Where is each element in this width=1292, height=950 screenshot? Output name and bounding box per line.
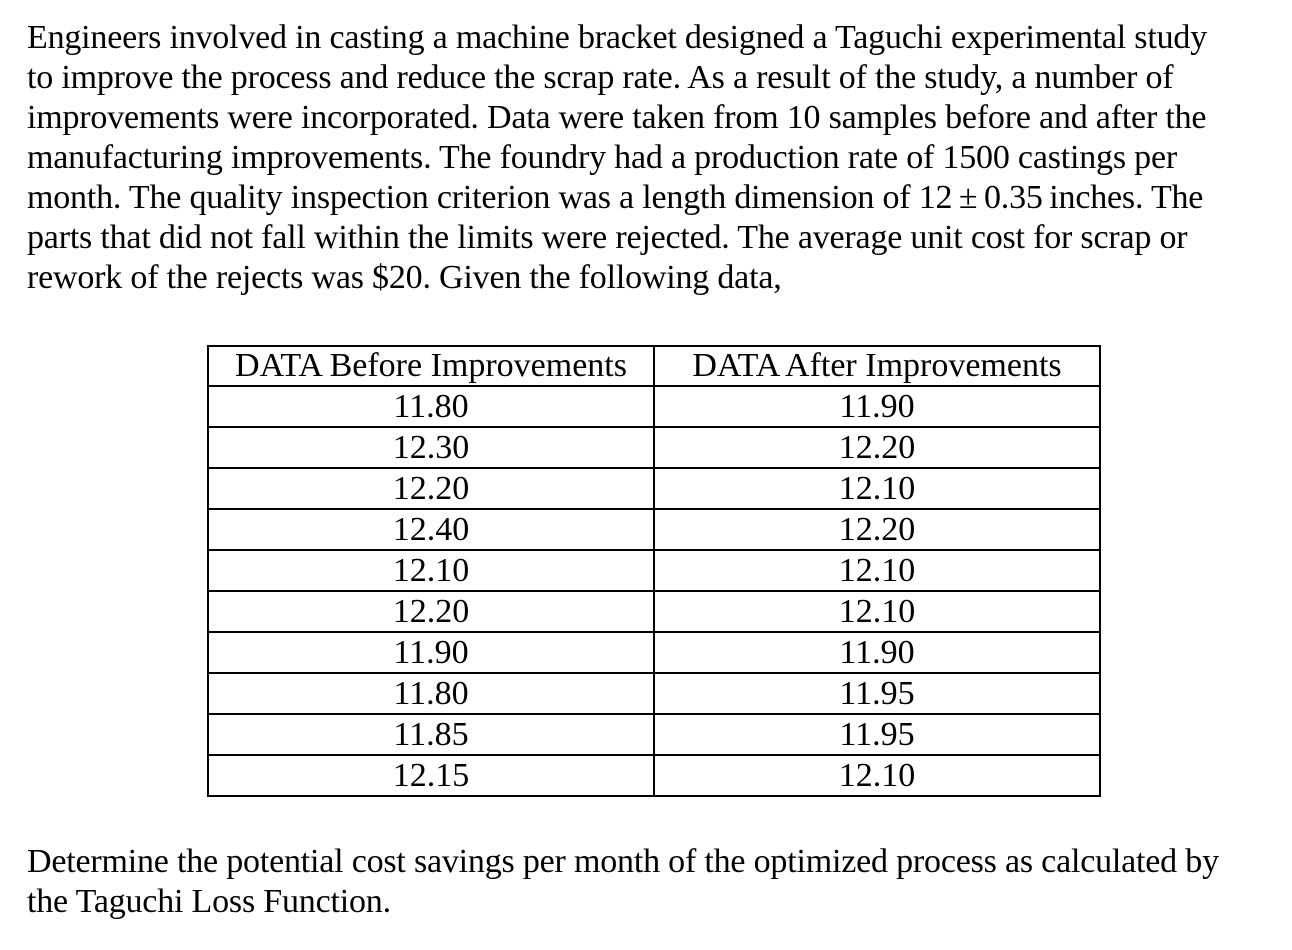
table-cell-after: 11.95 bbox=[653, 713, 1101, 756]
data-table: DATA Before Improvements DATA After Impr… bbox=[207, 345, 1101, 797]
table-cell-after: 11.90 bbox=[653, 631, 1101, 674]
table-cell-before: 11.85 bbox=[207, 713, 655, 756]
table-cell-before: 12.10 bbox=[207, 549, 655, 592]
intro-paragraph: Engineers involved in casting a machine … bbox=[27, 18, 1272, 298]
table-header-after: DATA After Improvements bbox=[653, 345, 1101, 387]
text-line: manufacturing improvements. The foundry … bbox=[27, 139, 1177, 176]
table-cell-before: 11.80 bbox=[207, 385, 655, 428]
table-cell-before: 12.20 bbox=[207, 467, 655, 510]
table-row: 11.85 11.95 bbox=[207, 713, 1101, 756]
table-cell-before: 12.40 bbox=[207, 508, 655, 551]
table-cell-after: 12.20 bbox=[653, 508, 1101, 551]
table-cell-before: 11.90 bbox=[207, 631, 655, 674]
table-row: 11.90 11.90 bbox=[207, 631, 1101, 674]
table-row: 12.20 12.10 bbox=[207, 590, 1101, 633]
table-cell-after: 12.10 bbox=[653, 590, 1101, 633]
question-paragraph: Determine the potential cost savings per… bbox=[27, 842, 1272, 922]
table-cell-before: 12.15 bbox=[207, 754, 655, 797]
table-cell-after: 12.10 bbox=[653, 467, 1101, 510]
table-row: 12.15 12.10 bbox=[207, 754, 1101, 797]
table-row: 12.10 12.10 bbox=[207, 549, 1101, 592]
table-row: 12.30 12.20 bbox=[207, 426, 1101, 469]
table-cell-before: 11.80 bbox=[207, 672, 655, 715]
table-cell-after: 12.10 bbox=[653, 754, 1101, 797]
text-line: the Taguchi Loss Function. bbox=[27, 883, 391, 920]
text-line: parts that did not fall within the limit… bbox=[27, 219, 1188, 256]
table-cell-after: 11.90 bbox=[653, 385, 1101, 428]
table-header-before: DATA Before Improvements bbox=[207, 345, 655, 387]
text-line: Engineers involved in casting a machine … bbox=[27, 19, 1207, 56]
text-line: to improve the process and reduce the sc… bbox=[27, 59, 1174, 96]
table-row: 12.20 12.10 bbox=[207, 467, 1101, 510]
text-line: month. The quality inspection criterion … bbox=[27, 179, 1204, 216]
table-header-row: DATA Before Improvements DATA After Impr… bbox=[207, 345, 1101, 387]
table-row: 11.80 11.95 bbox=[207, 672, 1101, 715]
table-row: 12.40 12.20 bbox=[207, 508, 1101, 551]
table-cell-before: 12.20 bbox=[207, 590, 655, 633]
table-cell-after: 11.95 bbox=[653, 672, 1101, 715]
text-line: improvements were incorporated. Data wer… bbox=[27, 99, 1207, 136]
table-cell-after: 12.10 bbox=[653, 549, 1101, 592]
text-line: Determine the potential cost savings per… bbox=[27, 843, 1219, 880]
table-cell-before: 12.30 bbox=[207, 426, 655, 469]
table-cell-after: 12.20 bbox=[653, 426, 1101, 469]
text-line: rework of the rejects was $20. Given the… bbox=[27, 259, 782, 296]
table-row: 11.80 11.90 bbox=[207, 385, 1101, 428]
